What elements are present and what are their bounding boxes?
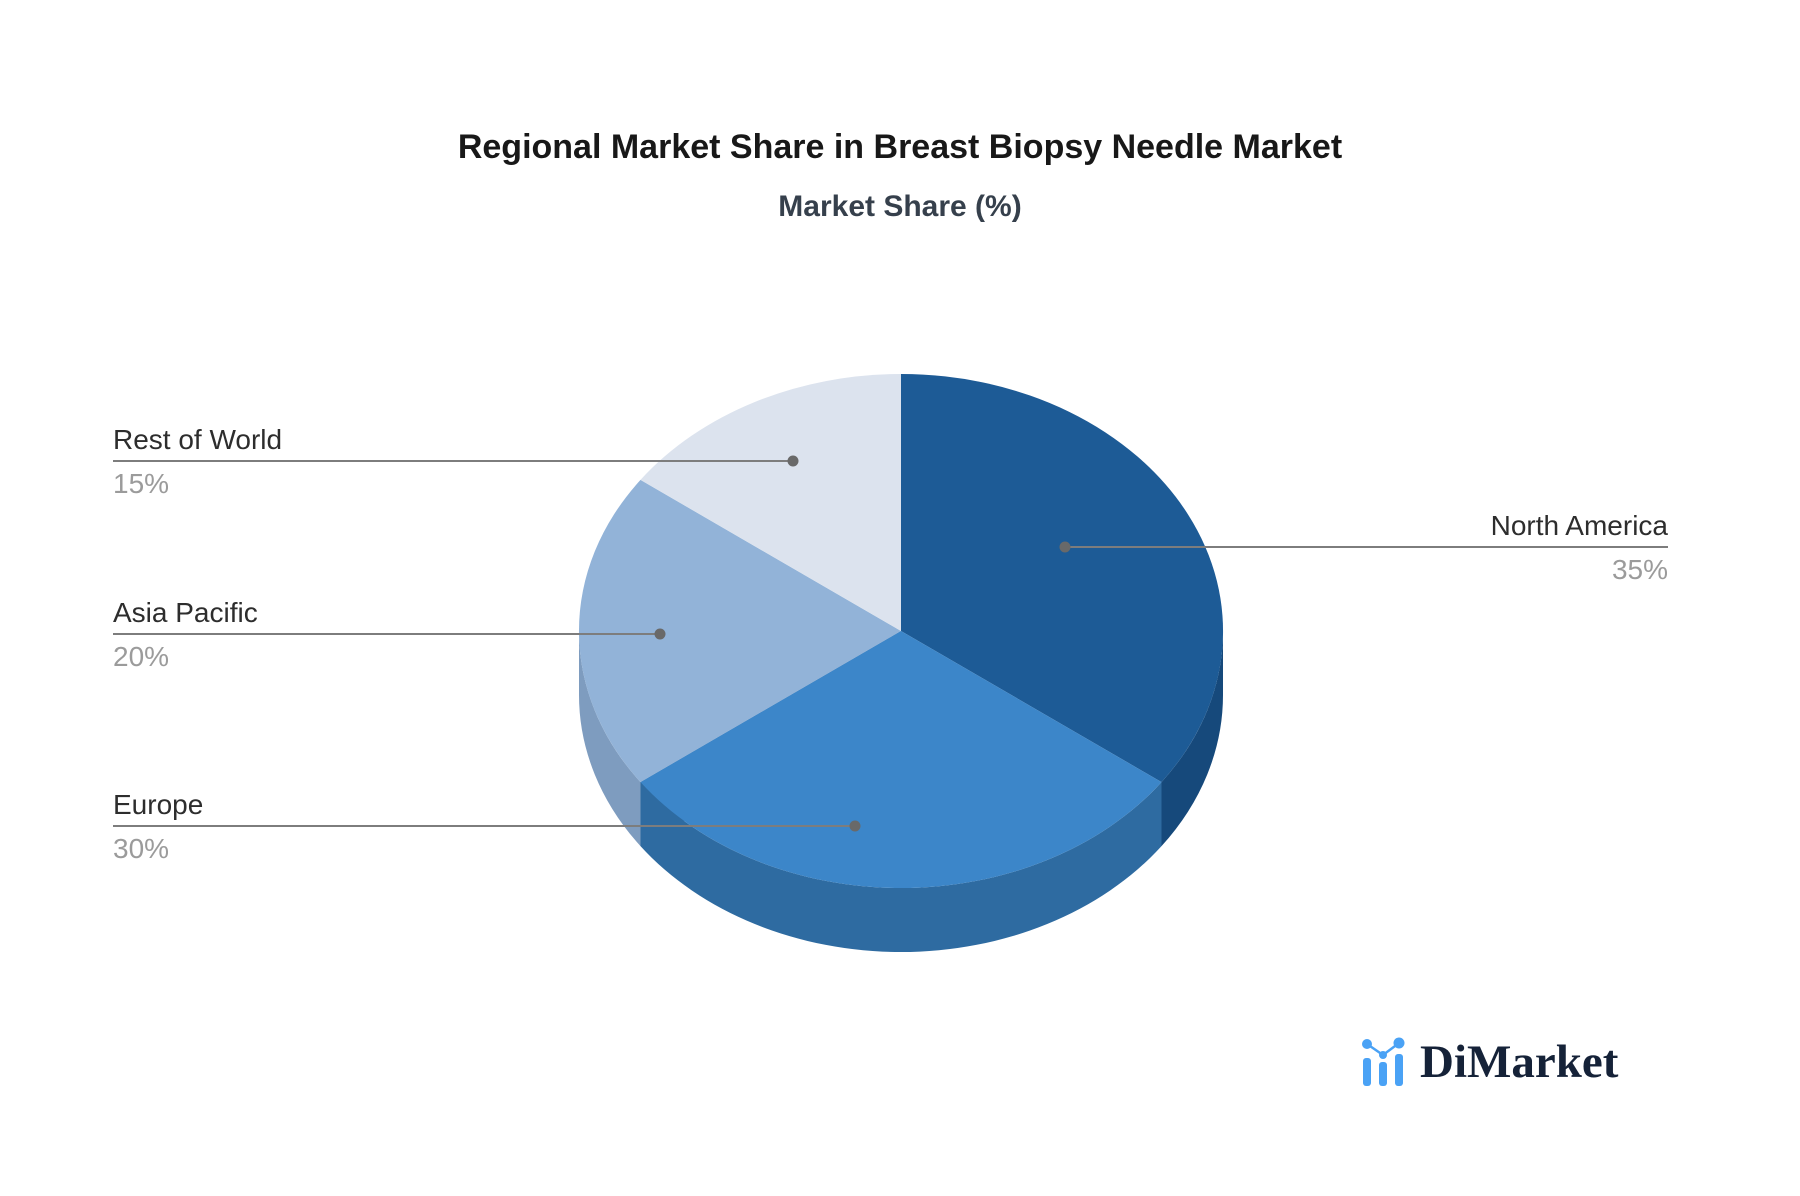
dimarket-logo: DiMarket [1360,1036,1618,1088]
chart-subtitle: Market Share (%) [778,190,1022,223]
chart-title: Regional Market Share in Breast Biopsy N… [457,128,1343,166]
slice-label-europe: Europe [113,789,204,820]
slice-label-rest-of-world: Rest of World [113,424,283,455]
slice-pct-asia-pacific: 20% [113,641,170,672]
slice-pct-rest-of-world: 15% [113,468,170,499]
slice-pct-north-america: 35% [1611,554,1668,585]
slice-pct-europe: 30% [113,833,170,864]
dimarket-logo-text: DiMarket [1420,1036,1619,1088]
dimarket-logo-icon [1362,1037,1405,1086]
slice-label-asia-pacific: Asia Pacific [113,597,258,628]
slice-label-north-america: North America [1490,510,1668,541]
